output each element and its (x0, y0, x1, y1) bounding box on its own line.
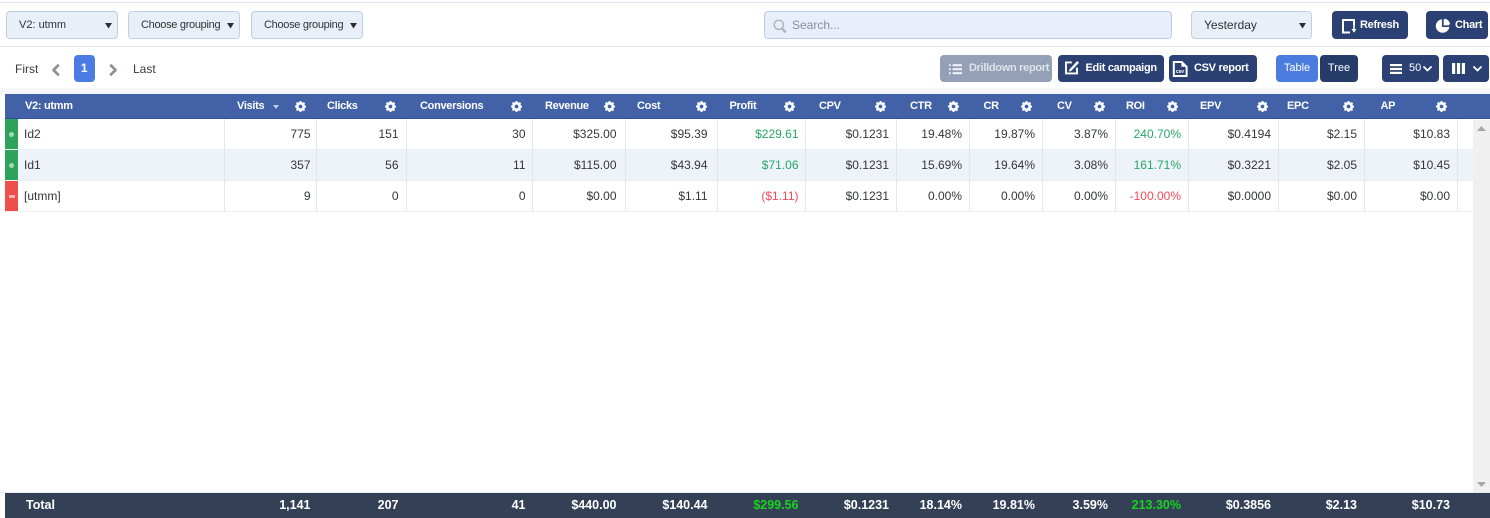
svg-text:csv: csv (1176, 69, 1184, 75)
